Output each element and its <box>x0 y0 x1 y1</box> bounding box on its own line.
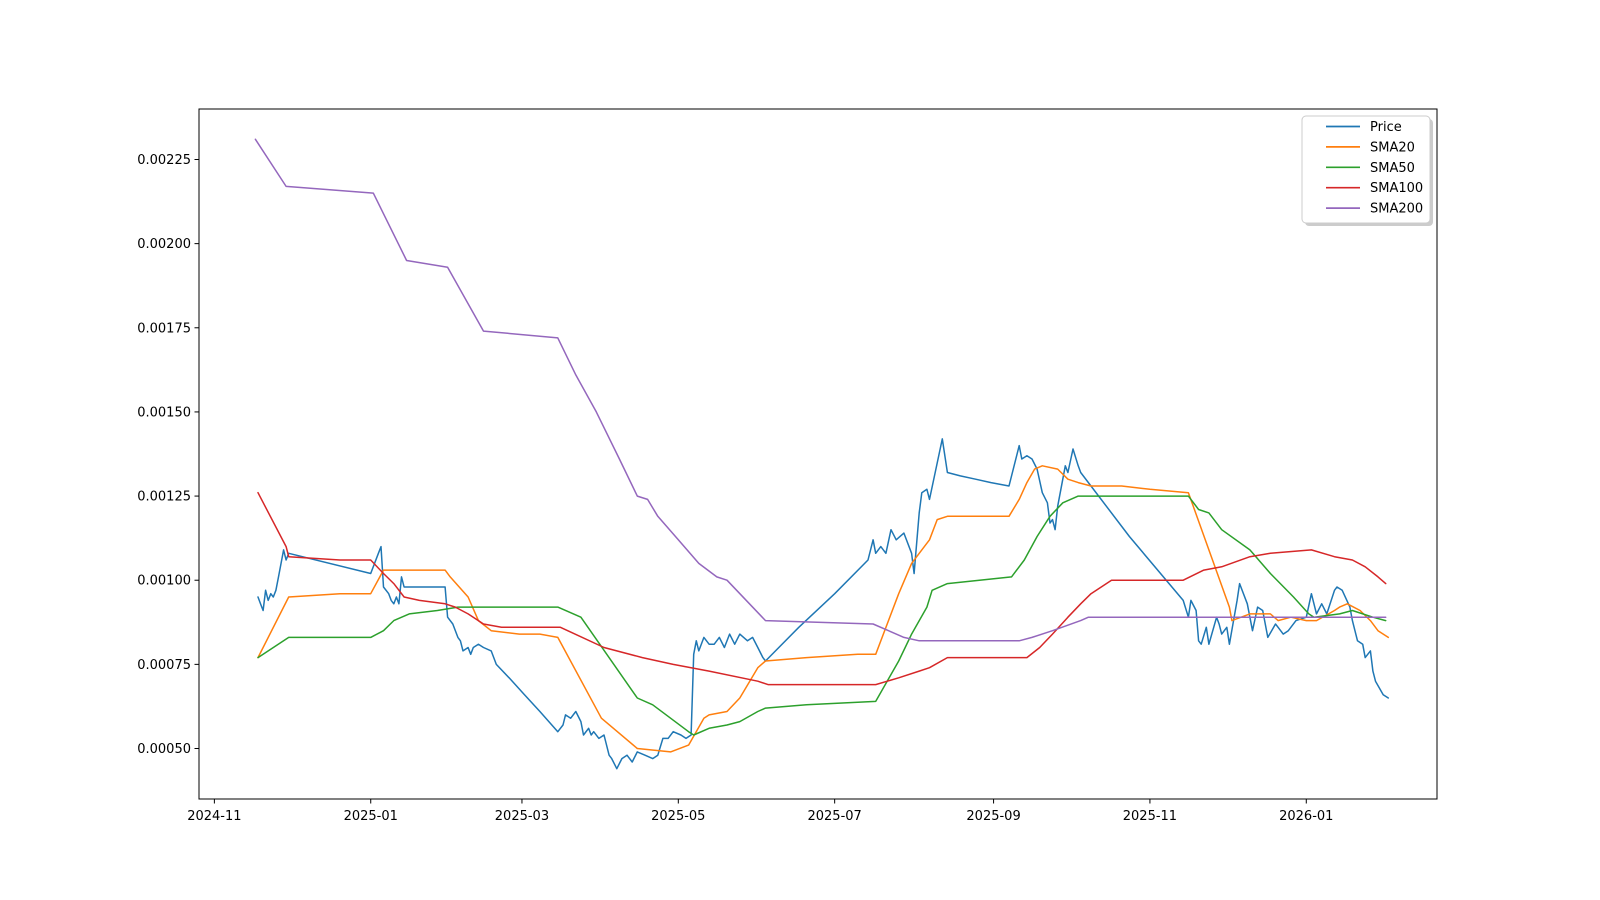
legend-label: SMA20 <box>1370 140 1415 155</box>
y-tick-label: 0.00175 <box>137 321 191 336</box>
plot-frame <box>198 108 1438 800</box>
legend-label: SMA50 <box>1370 161 1415 176</box>
legend-box <box>1301 115 1431 224</box>
legend-item-sma100: SMA100 <box>1326 181 1423 196</box>
legend-label: SMA200 <box>1370 202 1423 217</box>
legend-item-sma50: SMA50 <box>1326 161 1415 176</box>
x-tick-label: 2025-09 <box>966 809 1020 824</box>
series-line-sma100 <box>257 491 1387 686</box>
legend-label: Price <box>1370 120 1402 135</box>
series <box>254 138 1390 770</box>
axes: 2024-11 2025-01 2025-03 2025-05 2025-07 2025-… <box>137 108 1438 824</box>
x-tick-label: 2026-01 <box>1279 809 1333 824</box>
legend-item-sma20: SMA20 <box>1326 140 1415 155</box>
legend-item-price: Price <box>1326 120 1402 135</box>
series-line-sma20 <box>257 465 1390 753</box>
y-tick-label: 0.00050 <box>137 742 191 757</box>
x-tick-label: 2025-05 <box>651 809 705 824</box>
legend: Price SMA20 SMA50 SMA100 SMA200 <box>1301 115 1433 226</box>
x-tick-label: 2025-01 <box>344 809 398 824</box>
y-tick-label: 0.00150 <box>137 405 191 420</box>
y-tick-label: 0.00225 <box>137 153 191 168</box>
x-tick-label: 2024-11 <box>187 809 241 824</box>
legend-item-sma200: SMA200 <box>1326 202 1423 217</box>
y-tick-label: 0.00200 <box>137 237 191 252</box>
series-line-sma50 <box>257 495 1387 736</box>
y-tick-label: 0.00125 <box>137 490 191 505</box>
y-tick-label: 0.00100 <box>137 574 191 589</box>
legend-label: SMA100 <box>1370 181 1423 196</box>
x-tick-label: 2025-07 <box>807 809 861 824</box>
x-tick-label: 2025-03 <box>495 809 549 824</box>
x-tick-label: 2025-11 <box>1123 809 1177 824</box>
series-line-sma200 <box>254 138 1387 642</box>
y-tick-label: 0.00075 <box>137 658 191 673</box>
series-line-price <box>257 438 1390 770</box>
